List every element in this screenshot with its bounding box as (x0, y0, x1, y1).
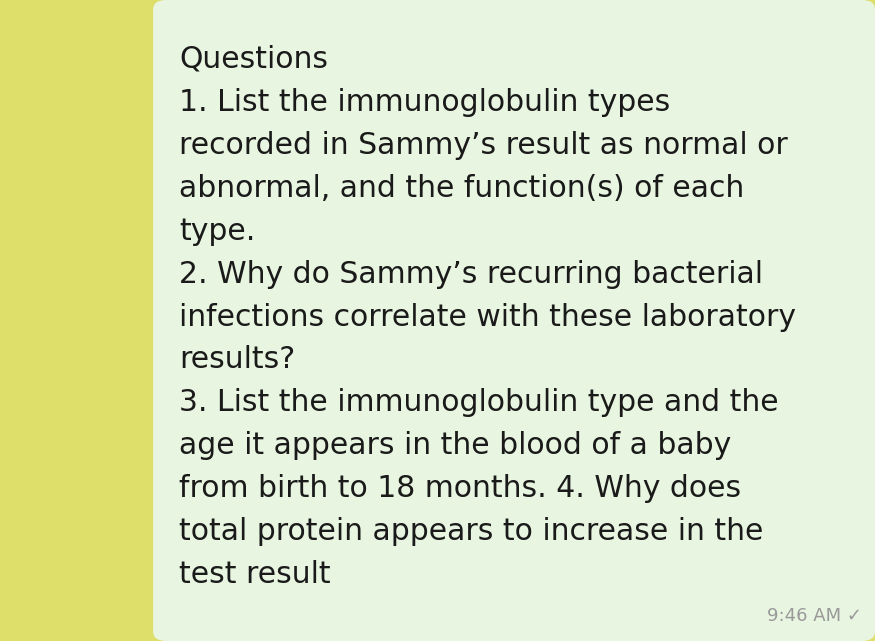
Text: test result: test result (179, 560, 331, 589)
Text: results?: results? (179, 345, 296, 374)
Text: from birth to 18 months. 4. Why does: from birth to 18 months. 4. Why does (179, 474, 741, 503)
Text: 1. List the immunoglobulin types: 1. List the immunoglobulin types (179, 88, 670, 117)
Text: age it appears in the blood of a baby: age it appears in the blood of a baby (179, 431, 732, 460)
Text: 2. Why do Sammy’s recurring bacterial: 2. Why do Sammy’s recurring bacterial (179, 260, 763, 288)
Text: 3. List the immunoglobulin type and the: 3. List the immunoglobulin type and the (179, 388, 779, 417)
FancyBboxPatch shape (153, 0, 875, 641)
Text: total protein appears to increase in the: total protein appears to increase in the (179, 517, 764, 546)
Text: type.: type. (179, 217, 256, 246)
Text: Questions: Questions (179, 45, 328, 74)
Text: 9:46 AM ✓: 9:46 AM ✓ (766, 607, 862, 625)
Text: abnormal, and the function(s) of each: abnormal, and the function(s) of each (179, 174, 745, 203)
Text: recorded in Sammy’s result as normal or: recorded in Sammy’s result as normal or (179, 131, 788, 160)
Text: infections correlate with these laboratory: infections correlate with these laborato… (179, 303, 796, 331)
